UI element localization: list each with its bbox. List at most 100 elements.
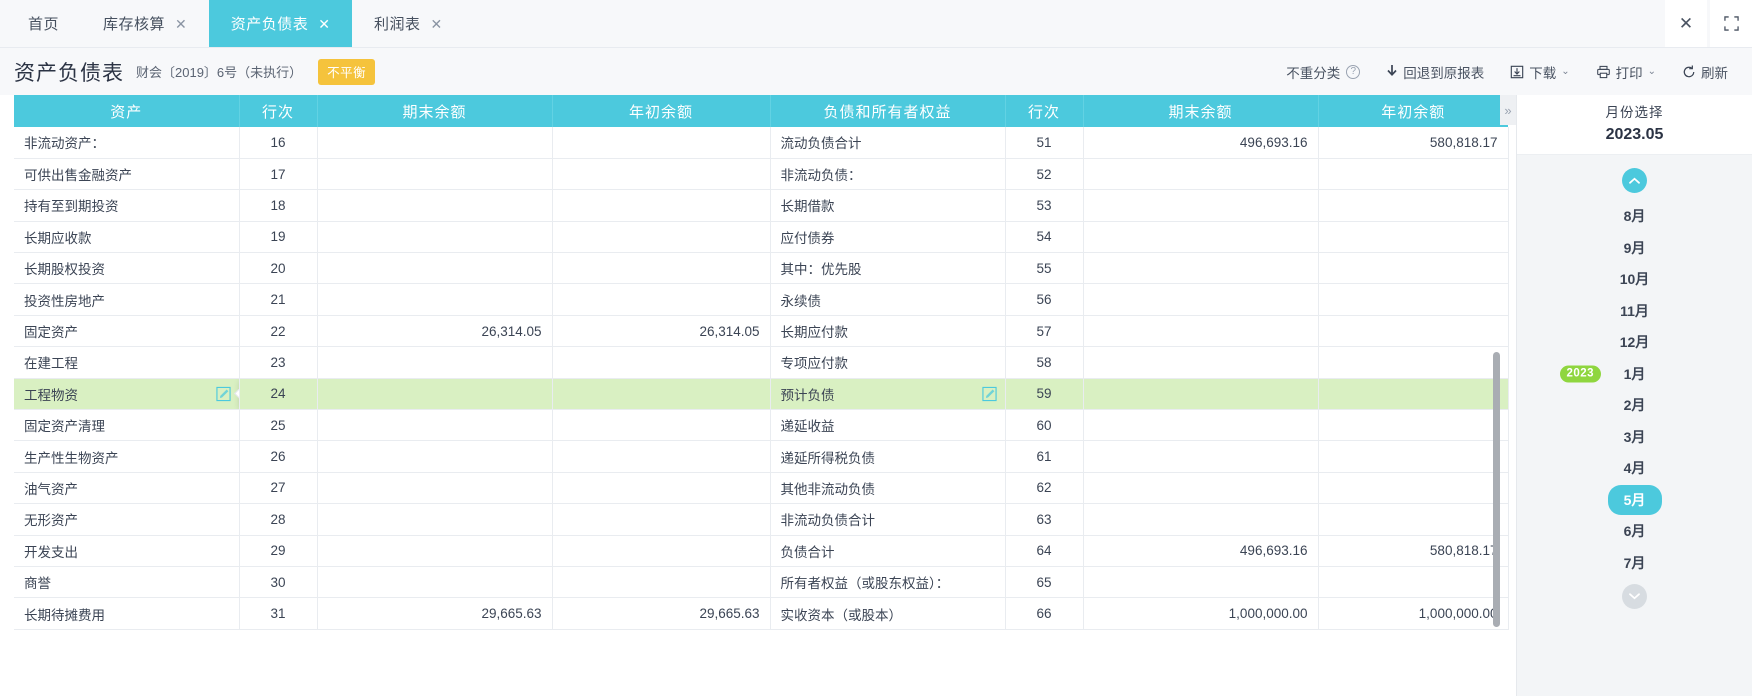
asset-line-no-cell[interactable]: 24 — [239, 378, 318, 411]
liability-name-cell[interactable]: 永续债 — [770, 283, 1006, 316]
month-item-10月[interactable]: 10月 — [1608, 264, 1662, 294]
asset-begin-balance-cell[interactable] — [552, 409, 771, 442]
asset-begin-balance-cell[interactable] — [552, 346, 771, 379]
liability-name-cell[interactable]: 实收资本（或股本） — [770, 597, 1006, 630]
asset-name-cell[interactable]: 开发支出 — [14, 535, 240, 567]
liability-line-no-cell[interactable]: 55 — [1005, 252, 1084, 285]
asset-line-no-cell[interactable]: 19 — [239, 221, 318, 254]
asset-name-cell[interactable]: 固定资产清理 — [14, 409, 240, 442]
liability-line-no-cell[interactable]: 58 — [1005, 346, 1084, 379]
asset-end-balance-cell[interactable] — [317, 252, 553, 285]
liability-begin-balance-cell[interactable]: 580,818.17 — [1318, 535, 1509, 567]
month-item-4月[interactable]: 4月 — [1608, 453, 1662, 483]
liability-begin-balance-cell[interactable] — [1318, 221, 1509, 254]
col-header-line-no-left[interactable]: 行次 — [239, 95, 318, 127]
liability-name-cell[interactable]: 应付债券 — [770, 221, 1006, 254]
liability-end-balance-cell[interactable]: 496,693.16 — [1083, 127, 1319, 159]
liability-name-cell[interactable]: 专项应付款 — [770, 346, 1006, 379]
asset-begin-balance-cell[interactable] — [552, 503, 771, 536]
asset-end-balance-cell[interactable] — [317, 566, 553, 599]
asset-end-balance-cell[interactable] — [317, 221, 553, 254]
month-item-3月[interactable]: 3月 — [1608, 422, 1662, 452]
liability-line-no-cell[interactable]: 51 — [1005, 127, 1084, 159]
asset-end-balance-cell[interactable] — [317, 283, 553, 316]
asset-name-cell[interactable]: 非流动资产： — [14, 127, 240, 159]
liability-line-no-cell[interactable]: 53 — [1005, 189, 1084, 222]
scroll-up-arrow-icon[interactable] — [1622, 168, 1647, 193]
help-icon[interactable]: ? — [1346, 64, 1361, 79]
liability-end-balance-cell[interactable] — [1083, 158, 1319, 191]
asset-line-no-cell[interactable]: 26 — [239, 440, 318, 473]
asset-end-balance-cell[interactable] — [317, 378, 553, 411]
liability-begin-balance-cell[interactable] — [1318, 283, 1509, 316]
window-close-button[interactable]: ✕ — [1665, 0, 1707, 47]
asset-begin-balance-cell[interactable] — [552, 127, 771, 159]
liability-end-balance-cell[interactable] — [1083, 503, 1319, 536]
liability-line-no-cell[interactable]: 52 — [1005, 158, 1084, 191]
asset-line-no-cell[interactable]: 17 — [239, 158, 318, 191]
liability-name-cell[interactable]: 其中：优先股 — [770, 252, 1006, 285]
table-row[interactable]: 油气资产 27 其他非流动负债 62 — [14, 472, 1509, 505]
liability-name-cell[interactable]: 非流动负债合计 — [770, 503, 1006, 536]
asset-name-cell[interactable]: 持有至到期投资 — [14, 189, 240, 222]
asset-name-cell[interactable]: 可供出售金融资产 — [14, 158, 240, 191]
liability-begin-balance-cell[interactable] — [1318, 315, 1509, 348]
liability-line-no-cell[interactable]: 66 — [1005, 597, 1084, 630]
liability-line-no-cell[interactable]: 65 — [1005, 566, 1084, 599]
liability-begin-balance-cell[interactable] — [1318, 158, 1509, 191]
asset-line-no-cell[interactable]: 23 — [239, 346, 318, 379]
liability-line-no-cell[interactable]: 62 — [1005, 472, 1084, 505]
asset-name-cell[interactable]: 生产性生物资产 — [14, 440, 240, 473]
scroll-down-arrow-icon[interactable] — [1622, 583, 1647, 609]
asset-begin-balance-cell[interactable] — [552, 566, 771, 599]
asset-begin-balance-cell[interactable] — [552, 252, 771, 285]
asset-end-balance-cell[interactable] — [317, 409, 553, 442]
close-icon[interactable]: ✕ — [318, 15, 331, 32]
table-row[interactable]: 在建工程 23 专项应付款 58 — [14, 346, 1509, 379]
asset-begin-balance-cell[interactable] — [552, 221, 771, 254]
liability-begin-balance-cell[interactable]: 580,818.17 — [1318, 127, 1509, 159]
liability-end-balance-cell[interactable] — [1083, 440, 1319, 473]
asset-name-cell[interactable]: 长期待摊费用 — [14, 597, 240, 630]
asset-begin-balance-cell[interactable] — [552, 189, 771, 222]
vertical-scrollbar-thumb[interactable] — [1493, 352, 1500, 627]
table-row[interactable]: 长期应收款 19 应付债券 54 — [14, 221, 1509, 254]
month-item-6月[interactable]: 6月 — [1608, 516, 1662, 546]
tab-balance-sheet[interactable]: 资产负债表 ✕ — [208, 0, 353, 47]
liability-name-cell[interactable]: 长期应付款 — [770, 315, 1006, 348]
table-row[interactable]: 工程物资 编辑 24 预计负债 59 — [14, 378, 1509, 411]
asset-begin-balance-cell[interactable] — [552, 378, 771, 411]
rollback-button[interactable]: 回退到原报表 — [1386, 62, 1484, 82]
asset-line-no-cell[interactable]: 30 — [239, 566, 318, 599]
liability-line-no-cell[interactable]: 61 — [1005, 440, 1084, 473]
liability-name-cell[interactable]: 递延所得税负债 — [770, 440, 1006, 473]
asset-line-no-cell[interactable]: 31 — [239, 597, 318, 630]
close-icon[interactable]: ✕ — [175, 15, 187, 32]
asset-line-no-cell[interactable]: 27 — [239, 472, 318, 505]
liability-begin-balance-cell[interactable]: 1,000,000.00 — [1318, 597, 1509, 630]
asset-begin-balance-cell[interactable]: 26,314.05 — [552, 315, 771, 348]
table-row[interactable]: 持有至到期投资 18 长期借款 53 — [14, 189, 1509, 222]
asset-begin-balance-cell[interactable]: 29,665.63 — [552, 597, 771, 630]
table-row[interactable]: 投资性房地产 21 永续债 56 — [14, 283, 1509, 316]
asset-name-cell[interactable]: 固定资产 — [14, 315, 240, 348]
col-header-begin-balance-right[interactable]: 年初余额 — [1318, 95, 1508, 127]
liability-line-no-cell[interactable]: 57 — [1005, 315, 1084, 348]
asset-name-cell[interactable]: 在建工程 — [14, 346, 240, 379]
asset-begin-balance-cell[interactable] — [552, 440, 771, 473]
table-row[interactable]: 长期股权投资 20 其中：优先股 55 — [14, 252, 1509, 285]
tab-home[interactable]: 首页 — [6, 0, 81, 47]
liability-end-balance-cell[interactable] — [1083, 189, 1319, 222]
liability-begin-balance-cell[interactable] — [1318, 440, 1509, 473]
asset-name-cell[interactable]: 长期应收款 — [14, 221, 240, 254]
table-row[interactable]: 非流动资产： 16 流动负债合计 51 496,693.16 580,818.17 — [14, 127, 1509, 159]
asset-begin-balance-cell[interactable] — [552, 535, 771, 567]
asset-end-balance-cell[interactable] — [317, 440, 553, 473]
asset-name-cell[interactable]: 工程物资 编辑 — [14, 378, 240, 411]
table-row[interactable]: 无形资产 28 非流动负债合计 63 — [14, 503, 1509, 536]
asset-begin-balance-cell[interactable] — [552, 283, 771, 316]
asset-end-balance-cell[interactable] — [317, 346, 553, 379]
liability-begin-balance-cell[interactable] — [1318, 503, 1509, 536]
liability-begin-balance-cell[interactable] — [1318, 189, 1509, 222]
liability-end-balance-cell[interactable] — [1083, 409, 1319, 442]
